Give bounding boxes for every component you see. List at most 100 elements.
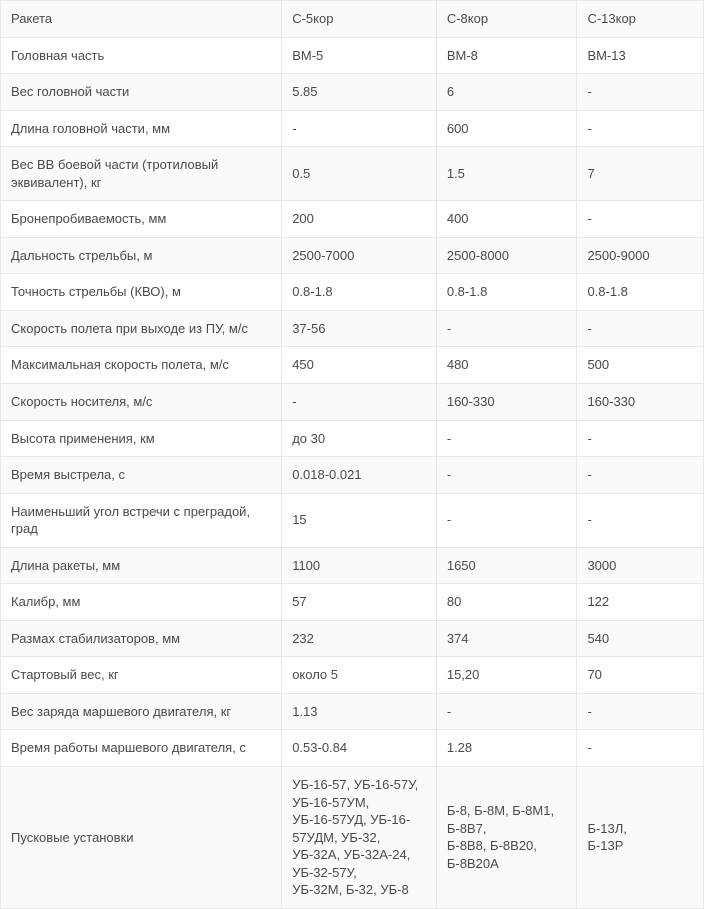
param-cell: Ракета [1,1,282,38]
value-cell: Б-13Л,Б-13Р [577,767,704,909]
table-row: РакетаС-5корС-8корС-13кор [1,1,704,38]
param-cell: Время работы маршевого двигателя, с [1,730,282,767]
value-cell: С-5кор [282,1,437,38]
table-row: Наименьший угол встречи с преградой, гра… [1,493,704,547]
param-cell: Стартовый вес, кг [1,657,282,694]
value-cell: 15 [282,493,437,547]
table-row: Размах стабилизаторов, мм232374540 [1,620,704,657]
table-row: Точность стрельбы (КВО), м0.8-1.80.8-1.8… [1,274,704,311]
value-cell: ВМ-8 [436,37,577,74]
value-cell: С-8кор [436,1,577,38]
value-cell: - [577,201,704,238]
table-row: Время работы маршевого двигателя, с0.53-… [1,730,704,767]
table-row: Калибр, мм5780122 [1,584,704,621]
value-cell: 160-330 [577,384,704,421]
param-cell: Точность стрельбы (КВО), м [1,274,282,311]
param-cell: Дальность стрельбы, м [1,237,282,274]
value-cell: 0.8-1.8 [436,274,577,311]
table-row: Пусковые установкиУБ-16-57, УБ-16-57У, У… [1,767,704,909]
table-row: Максимальная скорость полета, м/с4504805… [1,347,704,384]
param-cell: Скорость полета при выходе из ПУ, м/с [1,310,282,347]
table-row: Дальность стрельбы, м2500-70002500-80002… [1,237,704,274]
value-cell: 80 [436,584,577,621]
value-cell: 200 [282,201,437,238]
value-cell: С-13кор [577,1,704,38]
value-cell: 1650 [436,547,577,584]
table-row: Бронепробиваемость, мм200400- [1,201,704,238]
spec-table: РакетаС-5корС-8корС-13корГоловная частьВ… [0,0,704,909]
value-cell: 1.28 [436,730,577,767]
table-row: Вес заряда маршевого двигателя, кг1.13-- [1,693,704,730]
value-cell: 0.8-1.8 [282,274,437,311]
table-row: Головная частьВМ-5ВМ-8ВМ-13 [1,37,704,74]
value-cell: 57 [282,584,437,621]
value-cell: 0.018-0.021 [282,457,437,494]
param-cell: Головная часть [1,37,282,74]
value-cell: 1.5 [436,147,577,201]
param-cell: Бронепробиваемость, мм [1,201,282,238]
table-row: Стартовый вес, кгоколо 515,2070 [1,657,704,694]
value-cell: 0.8-1.8 [577,274,704,311]
value-cell: - [577,493,704,547]
table-row: Время выстрела, с0.018-0.021-- [1,457,704,494]
param-cell: Пусковые установки [1,767,282,909]
value-cell: - [282,384,437,421]
value-cell: - [577,420,704,457]
value-cell: - [436,310,577,347]
param-cell: Длина головной части, мм [1,110,282,147]
param-cell: Длина ракеты, мм [1,547,282,584]
value-cell: 2500-9000 [577,237,704,274]
value-cell: - [436,420,577,457]
spec-table-body: РакетаС-5корС-8корС-13корГоловная частьВ… [1,1,704,909]
param-cell: Вес головной части [1,74,282,111]
value-cell: - [436,493,577,547]
param-cell: Время выстрела, с [1,457,282,494]
value-cell: 400 [436,201,577,238]
value-cell: - [577,693,704,730]
value-cell: 540 [577,620,704,657]
param-cell: Калибр, мм [1,584,282,621]
param-cell: Наименьший угол встречи с преградой, гра… [1,493,282,547]
table-row: Вес головной части5.856- [1,74,704,111]
value-cell: 600 [436,110,577,147]
value-cell: 2500-8000 [436,237,577,274]
value-cell: 7 [577,147,704,201]
value-cell: 0.53-0.84 [282,730,437,767]
table-row: Высота применения, кмдо 30-- [1,420,704,457]
value-cell: ВМ-13 [577,37,704,74]
value-cell: 2500-7000 [282,237,437,274]
value-cell: около 5 [282,657,437,694]
table-row: Скорость носителя, м/с-160-330160-330 [1,384,704,421]
value-cell: 232 [282,620,437,657]
table-row: Длина ракеты, мм110016503000 [1,547,704,584]
value-cell: 37-56 [282,310,437,347]
value-cell: 0.5 [282,147,437,201]
value-cell: 6 [436,74,577,111]
value-cell: 1100 [282,547,437,584]
value-cell: 160-330 [436,384,577,421]
value-cell: 374 [436,620,577,657]
value-cell: Б-8, Б-8М, Б-8М1, Б-8В7,Б-8В8, Б-8В20, Б… [436,767,577,909]
value-cell: - [577,730,704,767]
value-cell: 450 [282,347,437,384]
value-cell: - [282,110,437,147]
param-cell: Размах стабилизаторов, мм [1,620,282,657]
value-cell: 5.85 [282,74,437,111]
param-cell: Скорость носителя, м/с [1,384,282,421]
param-cell: Вес ВВ боевой части (тротиловый эквивале… [1,147,282,201]
param-cell: Максимальная скорость полета, м/с [1,347,282,384]
value-cell: - [577,310,704,347]
value-cell: до 30 [282,420,437,457]
value-cell: УБ-16-57, УБ-16-57У, УБ-16-57УМ,УБ-16-57… [282,767,437,909]
value-cell: - [436,693,577,730]
value-cell: - [577,74,704,111]
value-cell: 70 [577,657,704,694]
value-cell: 480 [436,347,577,384]
value-cell: 15,20 [436,657,577,694]
value-cell: ВМ-5 [282,37,437,74]
table-row: Вес ВВ боевой части (тротиловый эквивале… [1,147,704,201]
value-cell: 1.13 [282,693,437,730]
value-cell: - [436,457,577,494]
value-cell: 3000 [577,547,704,584]
table-row: Длина головной части, мм-600- [1,110,704,147]
